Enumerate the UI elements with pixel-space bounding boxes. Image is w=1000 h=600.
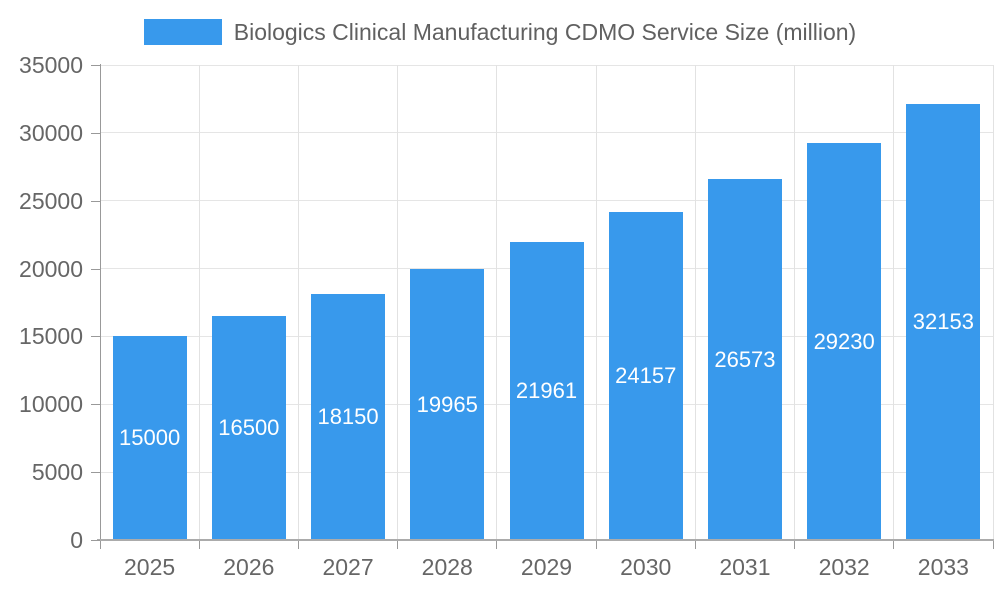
bar-value-label: 15000 bbox=[119, 425, 181, 451]
y-tick-label: 5000 bbox=[31, 459, 83, 486]
x-axis-line bbox=[97, 539, 994, 541]
bar: 26573 bbox=[707, 179, 782, 540]
y-tick-label: 15000 bbox=[19, 323, 83, 350]
gridline-vertical bbox=[794, 65, 796, 540]
x-tick-label: 2030 bbox=[620, 554, 672, 580]
y-tick-label: 20000 bbox=[19, 255, 83, 282]
x-tick-label: 2025 bbox=[124, 554, 176, 580]
legend[interactable]: Biologics Clinical Manufacturing CDMO Se… bbox=[0, 18, 1000, 46]
bar-value-label: 18150 bbox=[317, 403, 379, 429]
bar: 24157 bbox=[608, 212, 683, 540]
x-axis-tick bbox=[99, 541, 101, 549]
x-axis-tick bbox=[893, 541, 895, 549]
legend-swatch[interactable] bbox=[143, 19, 222, 45]
y-axis-tick bbox=[91, 132, 100, 134]
x-axis-tick bbox=[198, 541, 200, 549]
bar-value-label: 32153 bbox=[912, 308, 974, 334]
bar: 16500 bbox=[211, 316, 286, 540]
x-tick-label: 2033 bbox=[917, 554, 969, 580]
y-axis-tick bbox=[91, 404, 100, 406]
gridline-vertical bbox=[595, 65, 597, 540]
legend-label[interactable]: Biologics Clinical Manufacturing CDMO Se… bbox=[233, 18, 857, 45]
x-axis-tick bbox=[794, 541, 796, 549]
bar: 18150 bbox=[311, 293, 386, 540]
x-axis-tick bbox=[397, 541, 399, 549]
bar: 29230 bbox=[807, 143, 882, 540]
x-axis-tick bbox=[496, 541, 498, 549]
gridline-horizontal bbox=[100, 132, 993, 134]
gridline-vertical bbox=[694, 65, 696, 540]
bar: 21961 bbox=[509, 241, 584, 540]
x-axis-tick bbox=[297, 541, 299, 549]
gridline-horizontal bbox=[100, 200, 993, 202]
x-axis-tick bbox=[595, 541, 597, 549]
y-tick-label: 35000 bbox=[19, 52, 83, 78]
y-axis-tick bbox=[91, 336, 100, 338]
y-axis-tick bbox=[91, 472, 100, 474]
y-tick-label: 30000 bbox=[19, 119, 83, 146]
bar-value-label: 24157 bbox=[615, 363, 677, 389]
bar-value-label: 26573 bbox=[714, 346, 776, 372]
x-axis-tick bbox=[694, 541, 696, 549]
x-tick-label: 2028 bbox=[421, 554, 473, 580]
x-tick-label: 2026 bbox=[223, 554, 275, 580]
gridline-vertical bbox=[496, 65, 498, 540]
bar-value-label: 19965 bbox=[416, 391, 478, 417]
x-tick-label: 2029 bbox=[520, 554, 573, 580]
gridline-vertical bbox=[992, 65, 994, 540]
gridline-vertical bbox=[397, 65, 399, 540]
y-tick-label: 10000 bbox=[19, 391, 83, 418]
y-axis-tick bbox=[91, 200, 100, 202]
x-tick-label: 2032 bbox=[818, 554, 870, 580]
x-tick-label: 2027 bbox=[322, 554, 374, 580]
y-axis-tick bbox=[91, 268, 100, 270]
bar: 15000 bbox=[112, 336, 187, 540]
gridline-vertical bbox=[893, 65, 895, 540]
bar: 32153 bbox=[906, 103, 981, 540]
y-tick-label: 0 bbox=[70, 527, 83, 553]
bar: 19965 bbox=[410, 269, 485, 540]
bar-value-label: 16500 bbox=[218, 415, 280, 441]
bar-value-label: 21961 bbox=[515, 377, 578, 403]
x-tick-label: 2031 bbox=[719, 554, 771, 580]
y-tick-label: 25000 bbox=[19, 187, 83, 214]
y-axis-line bbox=[100, 64, 101, 540]
y-axis-tick bbox=[91, 540, 100, 541]
gridline-horizontal bbox=[100, 64, 993, 66]
gridline-vertical bbox=[198, 65, 200, 540]
y-axis-tick bbox=[91, 65, 100, 66]
gridline-vertical bbox=[297, 65, 299, 540]
plot-area: 15000 16500 18150 19965 21961 24157 26573 29230… bbox=[100, 64, 994, 540]
bar-value-label: 29230 bbox=[813, 328, 875, 354]
x-axis-tick bbox=[992, 541, 994, 549]
